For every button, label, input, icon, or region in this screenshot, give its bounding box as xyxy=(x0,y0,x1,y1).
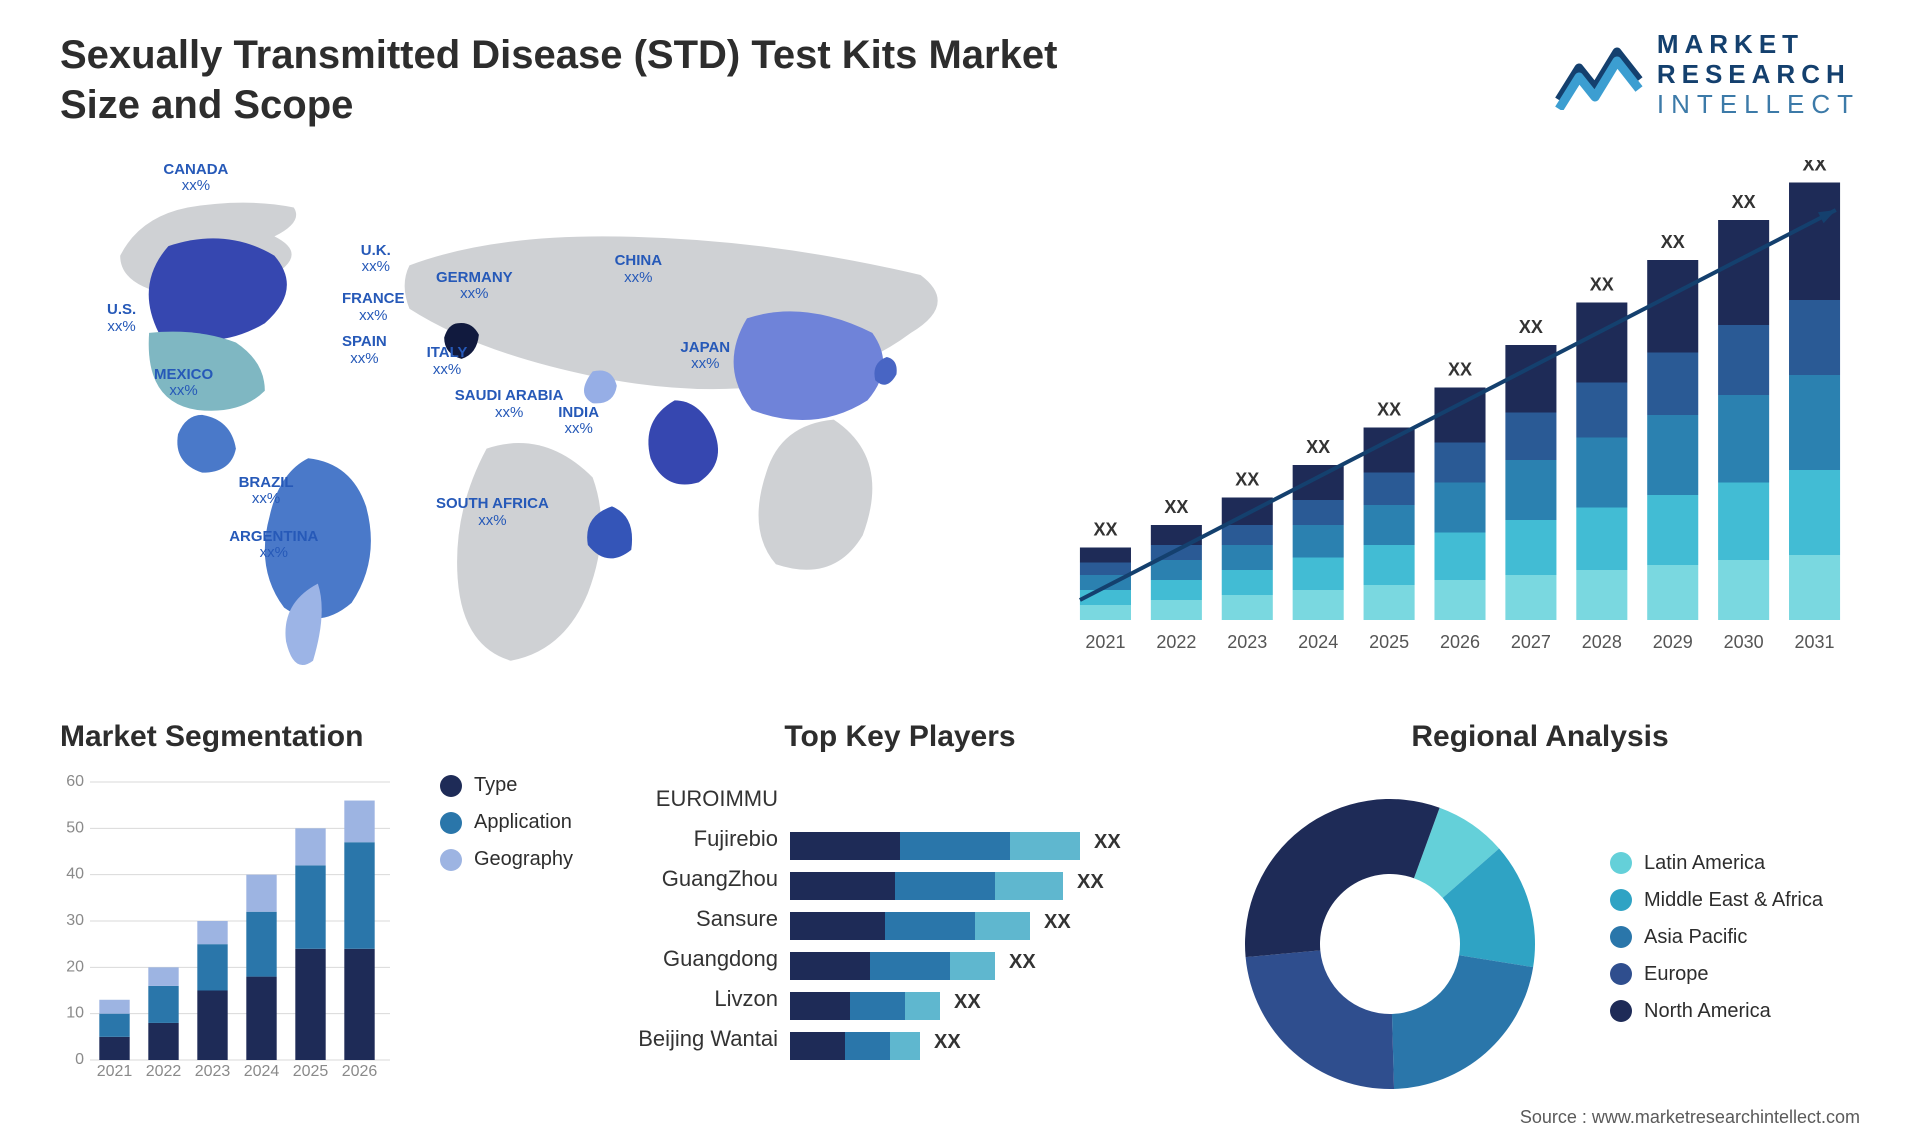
legend-item: Geography xyxy=(440,848,573,871)
svg-text:XX: XX xyxy=(1009,951,1036,973)
svg-text:XX: XX xyxy=(1235,470,1259,490)
svg-text:XX: XX xyxy=(1590,275,1614,295)
svg-text:2028: 2028 xyxy=(1582,632,1622,652)
segmentation-panel: Market Segmentation 0 10 20 30 40 50 60 2021 202… xyxy=(60,720,580,1114)
legend-item: Europe xyxy=(1610,963,1823,986)
svg-text:XX: XX xyxy=(1093,520,1117,540)
svg-text:2022: 2022 xyxy=(1156,632,1196,652)
svg-text:XX: XX xyxy=(1803,160,1827,175)
svg-text:2021: 2021 xyxy=(1085,632,1125,652)
svg-text:2024: 2024 xyxy=(244,1063,280,1080)
svg-text:20: 20 xyxy=(66,958,84,975)
map-label: ARGENTINAxx% xyxy=(229,529,318,562)
donut-chart xyxy=(1220,774,1560,1114)
map-label: JAPANxx% xyxy=(680,340,730,373)
map-label: SOUTH AFRICAxx% xyxy=(436,496,549,529)
svg-text:EUROIMMU: EUROIMMU xyxy=(656,786,778,811)
svg-text:2023: 2023 xyxy=(195,1063,231,1080)
svg-text:2021: 2021 xyxy=(97,1063,133,1080)
main-bar-chart: XX 2021 XX 2022 XX 2023 XX 2024 XX 2025 XX 2026 XX 20… xyxy=(1060,140,1860,680)
regional-title: Regional Analysis xyxy=(1220,720,1860,754)
regional-panel: Regional Analysis Latin America Middle Ea… xyxy=(1220,720,1860,1114)
svg-text:2026: 2026 xyxy=(1440,632,1480,652)
map-label: FRANCExx% xyxy=(342,291,405,324)
legend-item: North America xyxy=(1610,1000,1823,1023)
svg-text:Livzon: Livzon xyxy=(714,986,778,1011)
svg-text:XX: XX xyxy=(1519,317,1543,337)
legend-item: Asia Pacific xyxy=(1610,926,1823,949)
svg-text:2029: 2029 xyxy=(1653,632,1693,652)
svg-text:60: 60 xyxy=(66,774,84,790)
svg-text:XX: XX xyxy=(1306,437,1330,457)
svg-text:XX: XX xyxy=(1044,911,1071,933)
row-2: Market Segmentation 0 10 20 30 40 50 60 2021 202… xyxy=(60,720,1860,1114)
main-bar-svg: XX 2021 XX 2022 XX 2023 XX 2024 XX 2025 XX 2026 XX 20… xyxy=(1060,160,1860,660)
map-label: U.S.xx% xyxy=(107,302,136,335)
legend-item: Middle East & Africa xyxy=(1610,889,1823,912)
brand-logo: MARKET RESEARCH INTELLECT xyxy=(1555,30,1860,120)
map-label: SAUDI ARABIAxx% xyxy=(455,388,564,421)
map-label: U.K.xx% xyxy=(361,243,391,276)
map-label: INDIAxx% xyxy=(558,405,599,438)
svg-text:GuangZhou: GuangZhou xyxy=(662,866,778,891)
svg-text:2022: 2022 xyxy=(146,1063,182,1080)
svg-text:2026: 2026 xyxy=(342,1063,378,1080)
logo-icon xyxy=(1555,40,1643,110)
svg-text:XX: XX xyxy=(1661,232,1685,252)
legend-item: Application xyxy=(440,811,573,834)
players-panel: Top Key Players EUROIMMU Fujirebio XX Guang… xyxy=(620,720,1180,1114)
map-label: SPAINxx% xyxy=(342,334,387,367)
page-title: Sexually Transmitted Disease (STD) Test … xyxy=(60,30,1060,130)
donut-legend: Latin America Middle East & Africa Asia Pa… xyxy=(1610,852,1823,1037)
legend-item: Type xyxy=(440,774,573,797)
svg-text:Fujirebio: Fujirebio xyxy=(694,826,778,851)
svg-text:XX: XX xyxy=(1164,497,1188,517)
svg-text:2025: 2025 xyxy=(1369,632,1409,652)
svg-text:50: 50 xyxy=(66,819,84,836)
svg-text:2027: 2027 xyxy=(1511,632,1551,652)
map-label: ITALYxx% xyxy=(427,345,468,378)
svg-text:10: 10 xyxy=(66,1005,84,1022)
svg-text:2031: 2031 xyxy=(1795,632,1835,652)
row-1: CANADAxx% U.S.xx% MEXICOxx% BRAZILxx% ARGENT… xyxy=(60,140,1860,680)
svg-text:Sansure: Sansure xyxy=(696,906,778,931)
svg-text:XX: XX xyxy=(1732,192,1756,212)
segmentation-chart: 0 10 20 30 40 50 60 2021 2022 2023 2024 2025 2026 xyxy=(60,774,410,1104)
logo-line-1: MARKET xyxy=(1657,30,1860,60)
map-label: CHINAxx% xyxy=(615,253,663,286)
svg-text:2024: 2024 xyxy=(1298,632,1338,652)
svg-text:XX: XX xyxy=(1448,360,1472,380)
svg-text:XX: XX xyxy=(954,991,981,1013)
logo-line-3: INTELLECT xyxy=(1657,90,1860,120)
segmentation-legend: Type Application Geography xyxy=(440,774,573,885)
svg-text:XX: XX xyxy=(1077,871,1104,893)
map-label: MEXICOxx% xyxy=(154,367,213,400)
world-map: CANADAxx% U.S.xx% MEXICOxx% BRAZILxx% ARGENT… xyxy=(60,140,1000,680)
map-label: CANADAxx% xyxy=(163,162,228,195)
svg-text:2025: 2025 xyxy=(293,1063,329,1080)
svg-text:0: 0 xyxy=(75,1051,84,1068)
players-title: Top Key Players xyxy=(620,720,1180,754)
map-label: GERMANYxx% xyxy=(436,270,513,303)
svg-text:2030: 2030 xyxy=(1724,632,1764,652)
svg-text:XX: XX xyxy=(1094,831,1121,853)
svg-text:Beijing Wantai: Beijing Wantai xyxy=(638,1026,778,1051)
players-chart: EUROIMMU Fujirebio XX GuangZhou XX Sansure XX G… xyxy=(620,774,1180,1094)
logo-line-2: RESEARCH xyxy=(1657,60,1860,90)
svg-text:30: 30 xyxy=(66,912,84,929)
header: Sexually Transmitted Disease (STD) Test … xyxy=(60,30,1860,130)
source-text: Source : www.marketresearchintellect.com xyxy=(1520,1107,1860,1128)
legend-item: Latin America xyxy=(1610,852,1823,875)
svg-text:40: 40 xyxy=(66,866,84,883)
svg-text:XX: XX xyxy=(934,1031,961,1053)
svg-text:2023: 2023 xyxy=(1227,632,1267,652)
svg-text:XX: XX xyxy=(1377,400,1401,420)
segmentation-title: Market Segmentation xyxy=(60,720,580,754)
map-label: BRAZILxx% xyxy=(239,475,294,508)
svg-text:Guangdong: Guangdong xyxy=(663,946,778,971)
